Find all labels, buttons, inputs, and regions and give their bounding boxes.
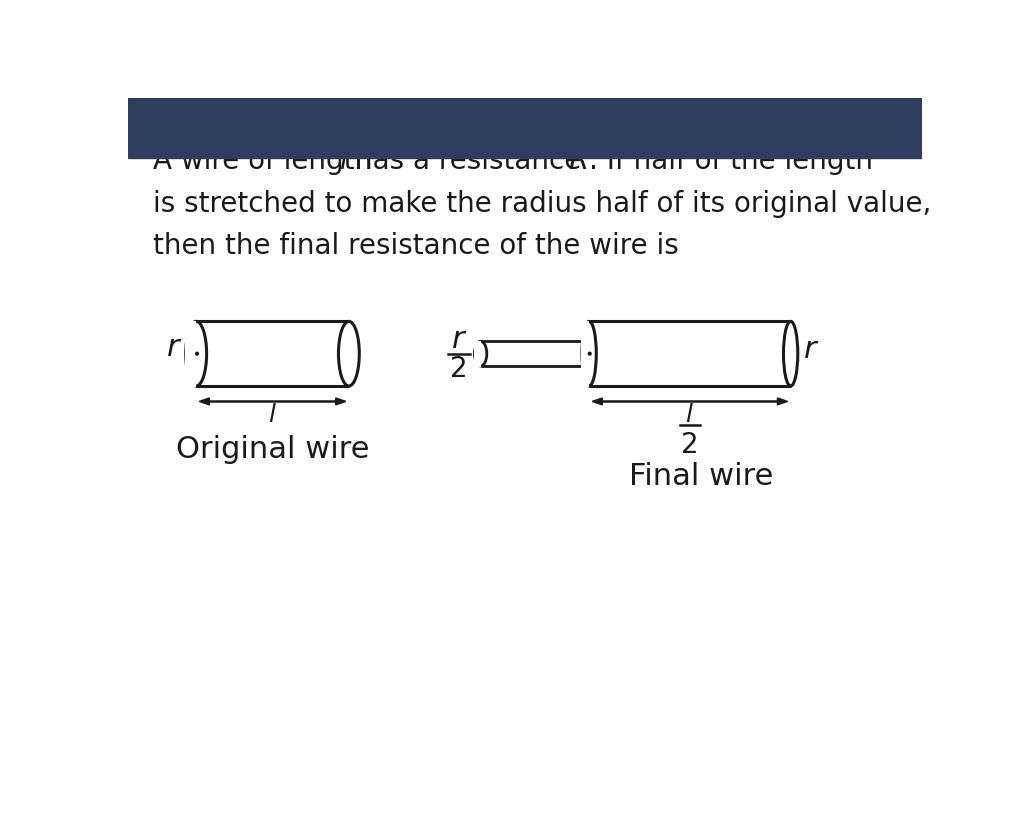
Circle shape	[196, 352, 199, 355]
Text: $\it{l}$: $\it{l}$	[685, 403, 694, 427]
Bar	[128, 98, 922, 158]
Text: Original wire: Original wire	[176, 435, 370, 464]
Polygon shape	[777, 398, 787, 405]
Text: $\it{r}$: $\it{r}$	[166, 333, 182, 362]
Bar	[185, 320, 197, 386]
Polygon shape	[200, 398, 209, 405]
Text: A wire of length: A wire of length	[153, 147, 381, 175]
Text: $\it{r}$: $\it{r}$	[451, 325, 467, 355]
Polygon shape	[336, 398, 346, 405]
Ellipse shape	[474, 342, 486, 366]
Text: $\it{R}$: $\it{R}$	[568, 147, 588, 175]
Ellipse shape	[339, 321, 359, 386]
Bar	[582, 320, 589, 386]
Polygon shape	[592, 398, 602, 405]
Ellipse shape	[582, 321, 596, 386]
Text: Final wire: Final wire	[630, 462, 774, 491]
Text: $\it{l}$: $\it{l}$	[268, 403, 276, 427]
Text: $\it{r}$: $\it{r}$	[803, 334, 819, 364]
Text: has a resistance: has a resistance	[355, 147, 582, 175]
Ellipse shape	[583, 342, 595, 366]
Bar	[480, 342, 589, 366]
Text: 2: 2	[681, 431, 698, 458]
Text: 2: 2	[451, 355, 468, 383]
Bar	[589, 321, 791, 386]
Ellipse shape	[783, 321, 798, 386]
Bar	[474, 341, 480, 367]
Circle shape	[589, 352, 591, 355]
Text: is stretched to make the radius half of its original value,: is stretched to make the radius half of …	[153, 190, 931, 217]
Text: . If half of the length: . If half of the length	[589, 147, 873, 175]
Ellipse shape	[185, 321, 207, 386]
Text: then the final resistance of the wire is: then the final resistance of the wire is	[153, 232, 679, 260]
Bar	[197, 321, 349, 386]
Text: $\it{l}$: $\it{l}$	[339, 147, 348, 175]
